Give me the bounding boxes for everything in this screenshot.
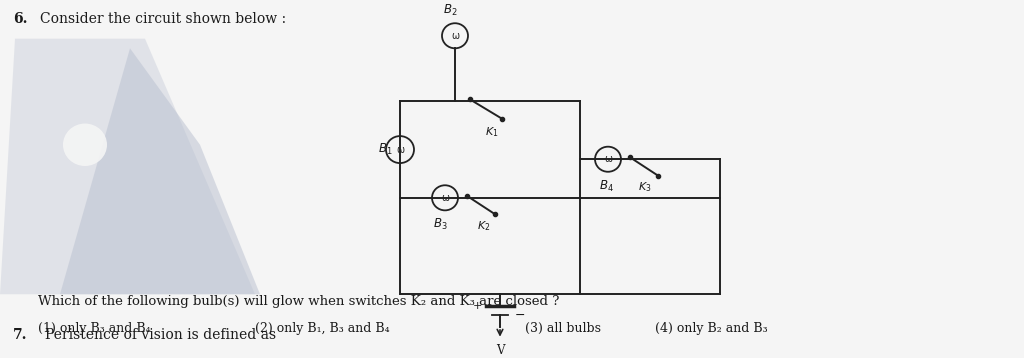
Text: ω: ω	[604, 154, 612, 164]
Circle shape	[63, 124, 106, 166]
Text: (2) only B₁, B₃ and B₄: (2) only B₁, B₃ and B₄	[255, 322, 389, 335]
Text: $B_4$: $B_4$	[599, 179, 613, 194]
Text: ω: ω	[451, 31, 459, 41]
Text: $K_3$: $K_3$	[638, 180, 651, 194]
Text: −: −	[515, 309, 525, 322]
Polygon shape	[0, 39, 255, 294]
Text: Consider the circuit shown below :: Consider the circuit shown below :	[40, 12, 286, 26]
Text: (4) only B₂ and B₃: (4) only B₂ and B₃	[655, 322, 768, 335]
Polygon shape	[60, 48, 260, 294]
Text: ω: ω	[441, 193, 450, 203]
Text: (3) all bulbs: (3) all bulbs	[525, 322, 601, 335]
Text: 7.: 7.	[13, 328, 28, 342]
Text: $B_1$: $B_1$	[379, 142, 393, 157]
Text: $B_2$: $B_2$	[442, 3, 458, 18]
Text: V: V	[496, 344, 504, 357]
Text: (1) only B₃ and B₄: (1) only B₃ and B₄	[38, 322, 151, 335]
Text: $B_3$: $B_3$	[433, 217, 447, 232]
Text: ω: ω	[396, 145, 404, 155]
Text: +: +	[473, 301, 482, 311]
Text: $K_1$: $K_1$	[485, 125, 499, 139]
Text: 6.: 6.	[13, 12, 28, 26]
Text: Which of the following bulb(s) will glow when switches K₂ and K₃ are closed ?: Which of the following bulb(s) will glow…	[38, 295, 559, 308]
Text: $K_2$: $K_2$	[477, 219, 490, 233]
Text: Peristence of vision is defined as: Peristence of vision is defined as	[45, 328, 276, 342]
